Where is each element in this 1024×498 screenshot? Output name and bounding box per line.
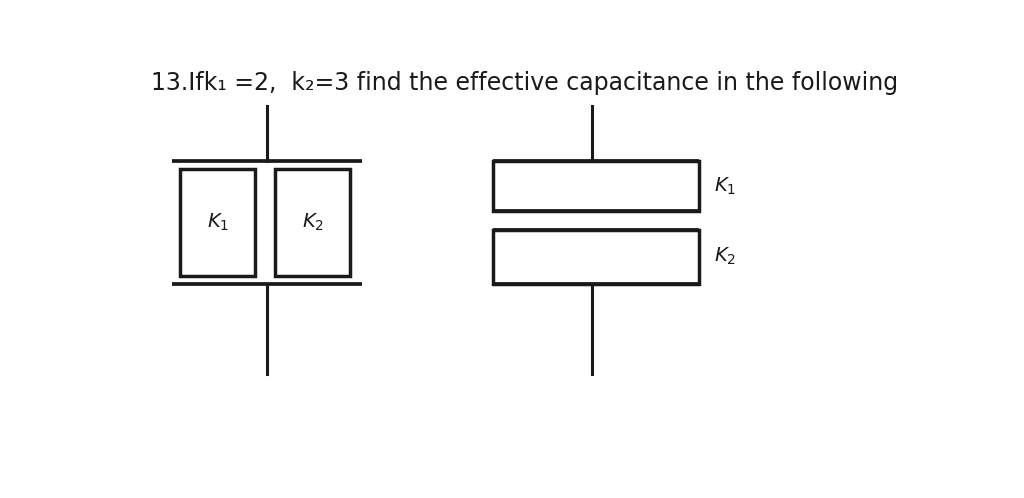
- Text: $K_1$: $K_1$: [714, 176, 736, 197]
- Text: $K_1$: $K_1$: [207, 212, 228, 234]
- Bar: [274, 169, 350, 276]
- Bar: [494, 231, 699, 284]
- Text: $K_2$: $K_2$: [714, 246, 735, 267]
- Text: 13.Ifk₁ =2,  k₂=3 find the effective capacitance in the following: 13.Ifk₁ =2, k₂=3 find the effective capa…: [152, 71, 898, 95]
- Bar: [494, 161, 699, 211]
- Bar: [179, 169, 255, 276]
- Text: $K_2$: $K_2$: [302, 212, 324, 234]
